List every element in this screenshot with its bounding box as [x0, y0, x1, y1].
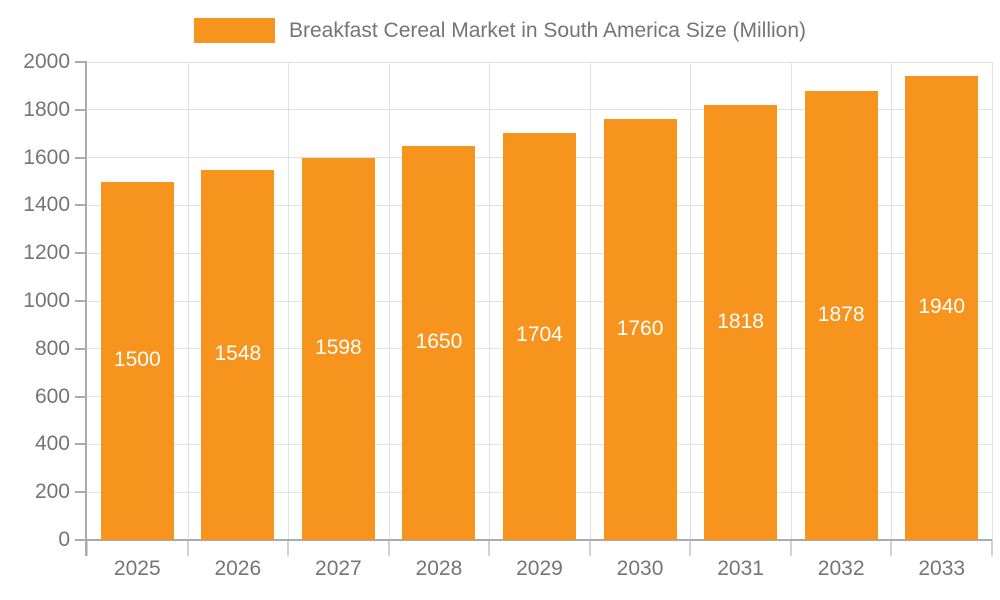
x-axis-tick [86, 540, 88, 556]
y-axis-label: 800 [34, 336, 70, 360]
legend-swatch [193, 18, 275, 43]
bar-value-label: 1500 [113, 347, 161, 371]
y-axis-tick [75, 395, 87, 398]
bar-value-label: 1650 [415, 329, 463, 353]
bar: 1940 [905, 76, 979, 540]
x-axis-line [87, 539, 992, 541]
gridline-vertical [992, 62, 993, 540]
bar-value-label: 1548 [214, 342, 262, 365]
x-axis-label: 2033 [918, 557, 966, 580]
bar-value-label: 1940 [918, 295, 966, 319]
x-axis-label: 2031 [717, 557, 764, 580]
gridline-horizontal [87, 109, 992, 111]
bar: 1650 [402, 145, 476, 540]
bar: 1598 [301, 158, 375, 540]
y-axis-tick [75, 539, 87, 541]
y-axis-tick [75, 300, 87, 302]
gridline-horizontal [87, 61, 992, 63]
x-axis-label: 2028 [415, 557, 463, 580]
gridline-vertical [187, 62, 189, 540]
x-axis-label: 2025 [113, 557, 161, 580]
y-axis-tick [75, 204, 87, 207]
y-axis-label: 1600 [23, 145, 70, 169]
y-axis-label: 400 [34, 432, 70, 456]
bar-value-label: 1704 [516, 323, 563, 347]
bar: 1760 [603, 119, 677, 540]
bar-value-label: 1878 [817, 302, 865, 326]
bar-value-label: 1818 [717, 309, 764, 333]
y-axis-tick [75, 108, 87, 111]
x-axis-label: 2032 [817, 557, 865, 580]
x-axis-tick [387, 540, 390, 556]
y-axis-label: 2000 [23, 50, 70, 73]
y-axis-label: 600 [34, 384, 70, 408]
bar: 1548 [201, 170, 275, 540]
gridline-vertical [489, 62, 491, 540]
gridline-vertical [388, 62, 390, 540]
gridline-vertical [891, 62, 893, 540]
y-axis-tick [75, 156, 87, 159]
y-axis-line [85, 62, 87, 556]
x-axis-label: 2030 [616, 557, 664, 580]
x-axis-tick [991, 540, 993, 556]
gridline-vertical [690, 62, 692, 540]
bar: 1878 [804, 91, 878, 540]
y-axis-label: 0 [58, 528, 70, 551]
bar: 1704 [503, 132, 576, 540]
y-axis-tick [75, 443, 87, 446]
x-axis-label: 2027 [315, 557, 362, 580]
y-axis-tick [75, 61, 87, 63]
x-axis-tick [890, 540, 893, 556]
y-axis-tick [75, 252, 87, 255]
y-axis-tick [75, 491, 87, 494]
chart-title: Breakfast Cereal Market in South America… [288, 19, 807, 42]
bar-value-label: 1760 [616, 316, 664, 340]
y-axis-label: 1400 [23, 193, 70, 217]
gridline-vertical [288, 62, 290, 540]
bar: 1818 [704, 105, 778, 540]
x-axis-tick [287, 540, 290, 556]
gridline-vertical [589, 62, 591, 540]
x-axis-tick [186, 540, 189, 556]
bar-value-label: 1598 [315, 336, 362, 360]
y-axis-label: 1200 [23, 241, 70, 265]
gridline-vertical [790, 62, 792, 540]
x-axis-label: 2029 [516, 557, 563, 580]
x-axis-tick [488, 540, 491, 556]
x-axis-tick [789, 540, 792, 556]
y-axis-tick [75, 347, 87, 350]
x-axis-label: 2026 [214, 557, 262, 580]
y-axis-label: 1000 [23, 289, 70, 312]
x-axis-tick [689, 540, 692, 556]
bar: 1500 [100, 181, 174, 540]
y-axis-label: 200 [34, 480, 70, 504]
legend-item[interactable]: Breakfast Cereal Market in South America… [0, 18, 1000, 43]
y-axis-label: 1800 [23, 97, 70, 121]
x-axis-tick [588, 540, 591, 556]
